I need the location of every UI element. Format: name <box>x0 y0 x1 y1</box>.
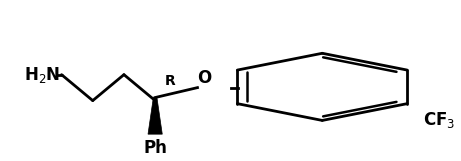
Text: H$_2$N: H$_2$N <box>24 65 60 85</box>
Text: O: O <box>197 69 211 87</box>
Polygon shape <box>148 98 162 134</box>
Text: CF$_3$: CF$_3$ <box>423 110 455 130</box>
Text: Ph: Ph <box>143 139 167 157</box>
Text: R: R <box>165 74 176 88</box>
